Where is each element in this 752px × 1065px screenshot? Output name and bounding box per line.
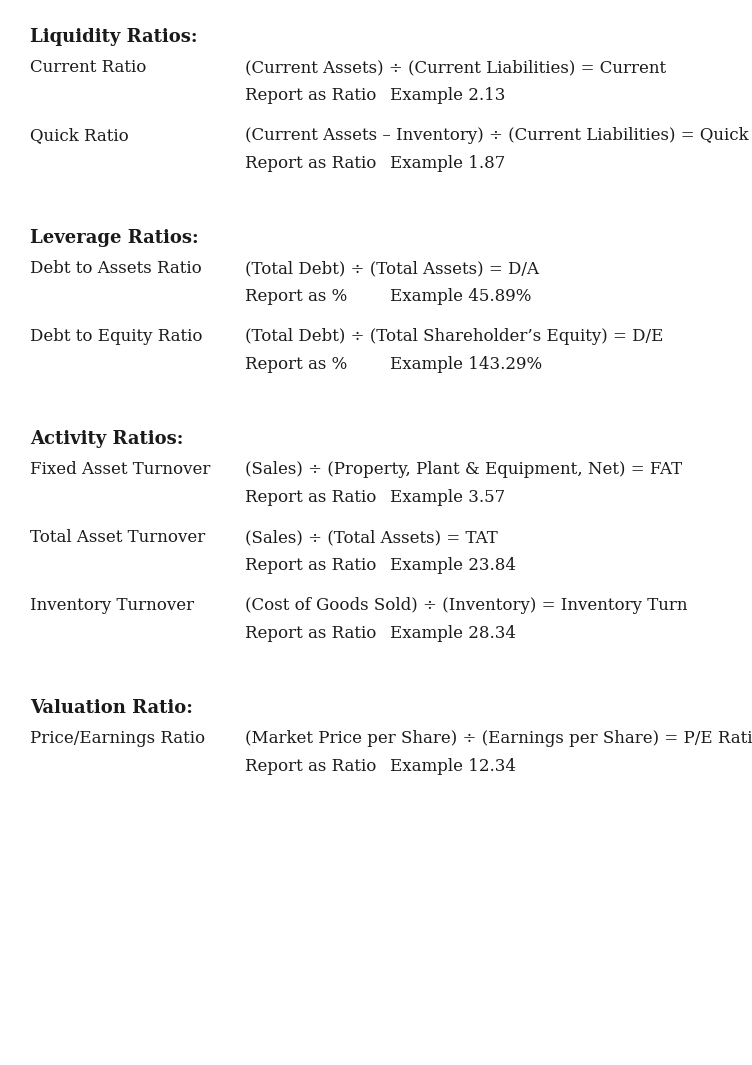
Text: (Current Assets – Inventory) ÷ (Current Liabilities) = Quick: (Current Assets – Inventory) ÷ (Current …: [245, 127, 749, 144]
Text: Report as Ratio: Report as Ratio: [245, 155, 376, 173]
Text: Example 12.34: Example 12.34: [390, 758, 516, 775]
Text: (Sales) ÷ (Property, Plant & Equipment, Net) = FAT: (Sales) ÷ (Property, Plant & Equipment, …: [245, 461, 682, 478]
Text: Quick Ratio: Quick Ratio: [30, 127, 129, 144]
Text: (Total Debt) ÷ (Total Assets) = D/A: (Total Debt) ÷ (Total Assets) = D/A: [245, 260, 539, 277]
Text: Report as Ratio: Report as Ratio: [245, 489, 376, 506]
Text: Example 143.29%: Example 143.29%: [390, 356, 542, 373]
Text: Total Asset Turnover: Total Asset Turnover: [30, 529, 205, 546]
Text: (Cost of Goods Sold) ÷ (Inventory) = Inventory Turn: (Cost of Goods Sold) ÷ (Inventory) = Inv…: [245, 597, 687, 615]
Text: Debt to Equity Ratio: Debt to Equity Ratio: [30, 328, 202, 345]
Text: (Total Debt) ÷ (Total Shareholder’s Equity) = D/E: (Total Debt) ÷ (Total Shareholder’s Equi…: [245, 328, 663, 345]
Text: (Market Price per Share) ÷ (Earnings per Share) = P/E Ratio: (Market Price per Share) ÷ (Earnings per…: [245, 730, 752, 747]
Text: Report as Ratio: Report as Ratio: [245, 87, 376, 104]
Text: (Current Assets) ÷ (Current Liabilities) = Current: (Current Assets) ÷ (Current Liabilities)…: [245, 59, 666, 76]
Text: Example 23.84: Example 23.84: [390, 557, 516, 574]
Text: Leverage Ratios:: Leverage Ratios:: [30, 229, 199, 247]
Text: Example 3.57: Example 3.57: [390, 489, 505, 506]
Text: Example 1.87: Example 1.87: [390, 155, 505, 173]
Text: Report as Ratio: Report as Ratio: [245, 625, 376, 642]
Text: Report as %: Report as %: [245, 288, 347, 305]
Text: Price/Earnings Ratio: Price/Earnings Ratio: [30, 730, 205, 747]
Text: Example 2.13: Example 2.13: [390, 87, 505, 104]
Text: Debt to Assets Ratio: Debt to Assets Ratio: [30, 260, 202, 277]
Text: Inventory Turnover: Inventory Turnover: [30, 597, 194, 615]
Text: Activity Ratios:: Activity Ratios:: [30, 430, 183, 448]
Text: Valuation Ratio:: Valuation Ratio:: [30, 699, 193, 717]
Text: (Sales) ÷ (Total Assets) = TAT: (Sales) ÷ (Total Assets) = TAT: [245, 529, 498, 546]
Text: Report as Ratio: Report as Ratio: [245, 758, 376, 775]
Text: Liquidity Ratios:: Liquidity Ratios:: [30, 28, 198, 46]
Text: Fixed Asset Turnover: Fixed Asset Turnover: [30, 461, 211, 478]
Text: Example 45.89%: Example 45.89%: [390, 288, 532, 305]
Text: Current Ratio: Current Ratio: [30, 59, 147, 76]
Text: Example 28.34: Example 28.34: [390, 625, 516, 642]
Text: Report as %: Report as %: [245, 356, 347, 373]
Text: Report as Ratio: Report as Ratio: [245, 557, 376, 574]
